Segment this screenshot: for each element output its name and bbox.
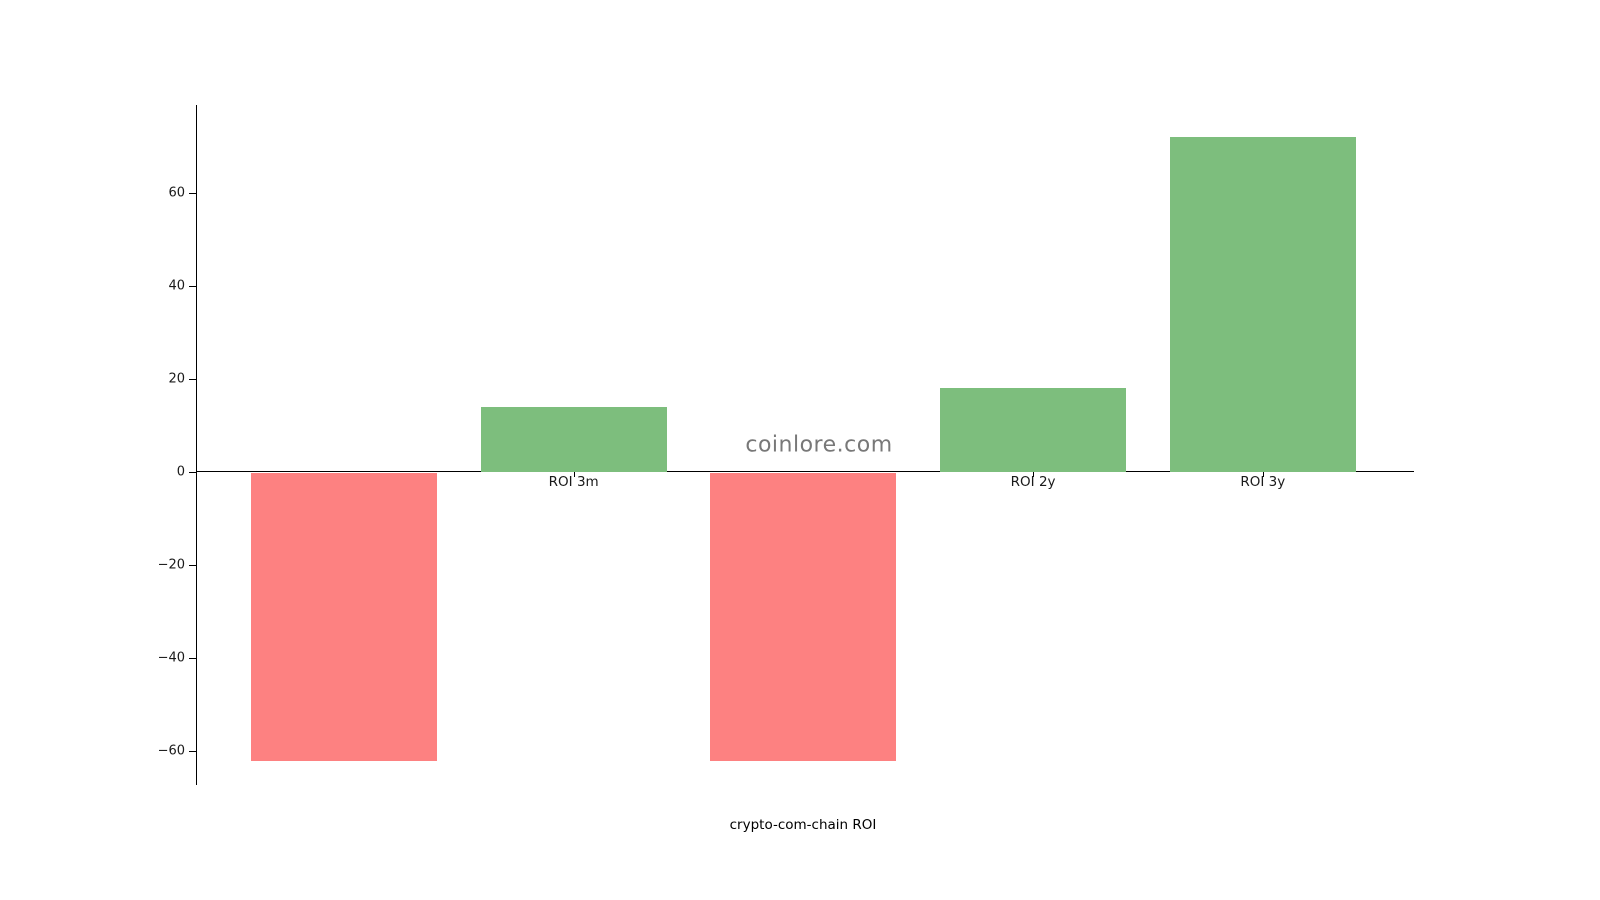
y-tick-label: −60: [157, 743, 185, 759]
y-tick-mark: [189, 378, 196, 380]
y-tick-label: 20: [168, 371, 185, 387]
x-axis-zero-line: [196, 471, 1414, 473]
y-tick-mark: [189, 657, 196, 659]
bar-roi-3y: [1169, 137, 1356, 472]
y-tick-label: 40: [168, 278, 185, 294]
x-tick-label-roi-2y: ROI 2y: [1010, 474, 1056, 490]
bar-unlabeled-2: [710, 473, 897, 762]
y-tick-label: −40: [157, 650, 185, 666]
x-tick-mark: [1033, 472, 1035, 477]
bar-unlabeled-0: [251, 473, 437, 762]
y-tick-mark: [189, 285, 196, 287]
y-axis-spine: [196, 105, 198, 785]
x-tick-label-roi-3y: ROI 3y: [1240, 474, 1286, 490]
x-tick-mark: [573, 472, 575, 477]
y-tick-label: 60: [168, 185, 185, 201]
x-tick-mark: [1262, 472, 1264, 477]
y-tick-mark: [189, 564, 196, 566]
chart-title: crypto-com-chain ROI: [729, 817, 877, 833]
y-tick-label: 0: [176, 464, 185, 480]
bar-roi-3m: [480, 406, 667, 472]
y-tick-mark: [189, 192, 196, 194]
watermark-text: coinlore.com: [745, 432, 893, 458]
x-tick-label-roi-3m: ROI 3m: [548, 474, 599, 490]
y-tick-label: −20: [157, 557, 185, 573]
bar-roi-2y: [940, 388, 1127, 472]
y-tick-mark: [189, 471, 196, 473]
y-tick-mark: [189, 750, 196, 752]
